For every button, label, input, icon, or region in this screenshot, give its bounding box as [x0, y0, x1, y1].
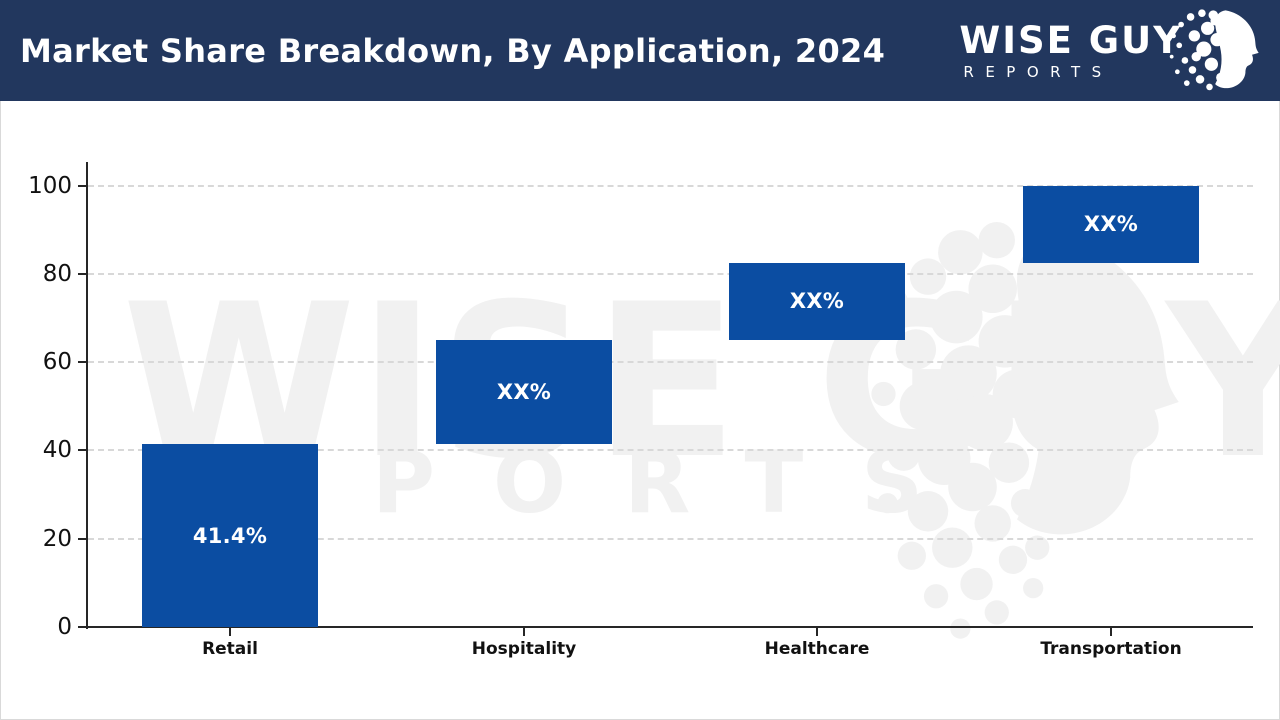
y-tick-mark — [78, 272, 86, 275]
x-tick-label: Healthcare — [764, 639, 870, 659]
page-title: Market Share Breakdown, By Application, … — [20, 31, 886, 70]
bar-value-label: XX% — [496, 380, 552, 405]
x-tick-label: Hospitality — [471, 639, 577, 659]
brand-subtitle: REPORTS — [963, 63, 1113, 81]
y-tick-mark — [78, 449, 86, 452]
y-tick-mark — [78, 184, 86, 187]
y-tick-label: 100 — [28, 172, 72, 199]
x-tick-mark — [1110, 628, 1112, 636]
wiseguy-head-logo-icon — [1169, 9, 1259, 91]
brand-text: WISE GUY REPORTS — [959, 22, 1182, 80]
gridline — [88, 361, 1253, 364]
gridline — [88, 537, 1253, 540]
y-tick-label: 0 — [57, 614, 72, 640]
x-tick-label: Transportation — [1040, 639, 1182, 659]
y-tick-mark — [78, 361, 86, 364]
y-axis-line — [86, 162, 88, 629]
report-header: Market Share Breakdown, By Application, … — [0, 0, 1280, 101]
bar-transportation: XX% — [1023, 185, 1199, 263]
gridline — [88, 184, 1253, 187]
watermark-ports-text: PORTS — [372, 433, 982, 533]
y-tick-label: 20 — [42, 525, 72, 552]
bar-value-label: 41.4% — [192, 523, 268, 548]
bar-hospitality: XX% — [436, 340, 612, 445]
x-axis-line — [86, 626, 1253, 628]
y-tick-label: 60 — [42, 349, 72, 376]
bar-value-label: XX% — [789, 289, 845, 314]
brand-logo: WISE GUY REPORTS — [959, 6, 1270, 96]
x-tick-mark — [523, 628, 525, 636]
bar-healthcare: XX% — [729, 262, 905, 340]
brand-name: WISE GUY — [959, 19, 1182, 62]
y-tick-label: 40 — [42, 437, 72, 464]
x-tick-mark — [816, 628, 818, 636]
bar-retail: 41.4% — [142, 444, 318, 627]
x-tick-mark — [229, 628, 231, 636]
y-tick-mark — [78, 537, 86, 540]
gridline — [88, 449, 1253, 452]
bar-value-label: XX% — [1083, 212, 1139, 237]
x-tick-label: Retail — [202, 639, 258, 659]
gridline — [88, 272, 1253, 275]
y-tick-mark — [78, 626, 86, 628]
y-tick-label: 80 — [42, 260, 72, 287]
